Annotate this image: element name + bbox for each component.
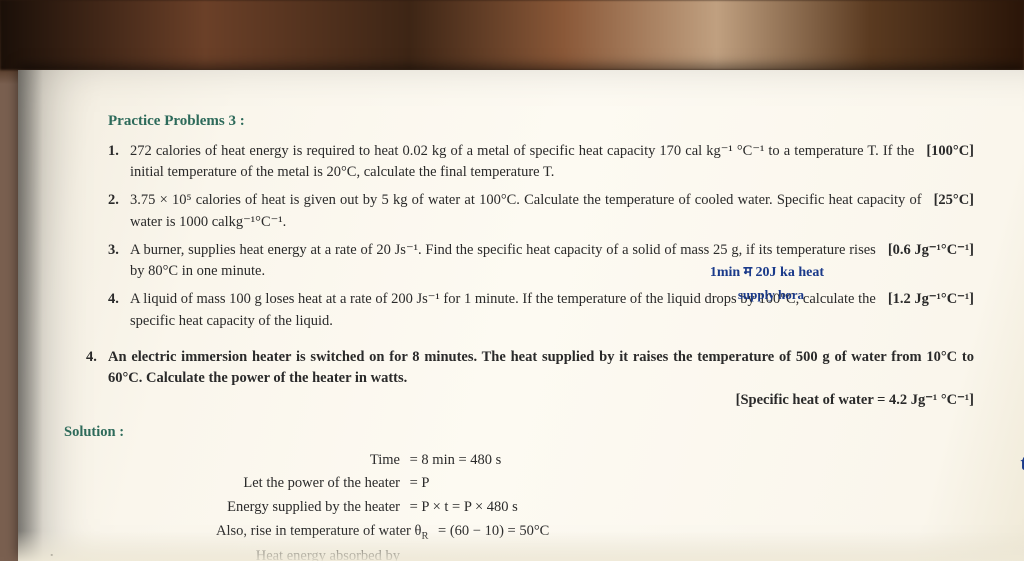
problem-answer: [0.6 Jg⁻¹°C⁻¹] <box>888 240 974 262</box>
desk-top-strip <box>0 0 1024 70</box>
problem-2: 2. [25°C] 3.75 × 10⁵ calories of heat is… <box>108 190 974 234</box>
problem-answer: [1.2 Jg⁻¹°C⁻¹] <box>888 289 974 311</box>
problem-num: 3. <box>108 240 119 262</box>
sol-line-1: Time = 8 min = 480 s <box>216 450 974 472</box>
section-heading: Practice Problems 3 : <box>108 110 974 133</box>
problems-list: 1. [100°C] 272 calories of heat energy i… <box>108 141 974 333</box>
problem-text: 272 calories of heat energy is required … <box>130 143 914 181</box>
problem-num: 2. <box>108 190 119 212</box>
page-bottom-fade <box>18 531 1024 561</box>
handwritten-tfinal: t = final <box>1020 446 1024 479</box>
handwritten-note: 1min म 20J ka heat <box>710 262 824 283</box>
problem-num: 1. <box>108 141 119 163</box>
problem-text: 3.75 × 10⁵ calories of heat is given out… <box>130 192 922 230</box>
problem-answer: [100°C] <box>926 141 974 163</box>
sol-line-3: Energy supplied by the heater = P × t = … <box>216 497 974 519</box>
solution-label: Solution : <box>64 422 974 444</box>
problem-answer: [25°C] <box>934 190 974 212</box>
example-given: [Specific heat of water = 4.2 Jg⁻¹ °C⁻¹] <box>736 390 974 412</box>
example-text: An electric immersion heater is switched… <box>108 349 974 387</box>
handwritten-note: supply hora <box>738 285 804 305</box>
problem-1: 1. [100°C] 272 calories of heat energy i… <box>108 141 974 185</box>
problem-num: 4. <box>108 289 119 311</box>
problem-4: 4. [1.2 Jg⁻¹°C⁻¹] A liquid of mass 100 g… <box>108 289 974 333</box>
example-num: 4. <box>86 347 97 369</box>
desk-surface: Practice Problems 3 : 1. [100°C] 272 cal… <box>0 0 1024 561</box>
worked-example: 4. An electric immersion heater is switc… <box>86 347 974 561</box>
textbook-page: Practice Problems 3 : 1. [100°C] 272 cal… <box>18 70 1024 561</box>
example-body: 4. An electric immersion heater is switc… <box>86 347 974 391</box>
problem-3: 3. [0.6 Jg⁻¹°C⁻¹] A burner, supplies hea… <box>108 240 974 284</box>
sol-line-2: Let the power of the heater = P <box>216 473 974 495</box>
